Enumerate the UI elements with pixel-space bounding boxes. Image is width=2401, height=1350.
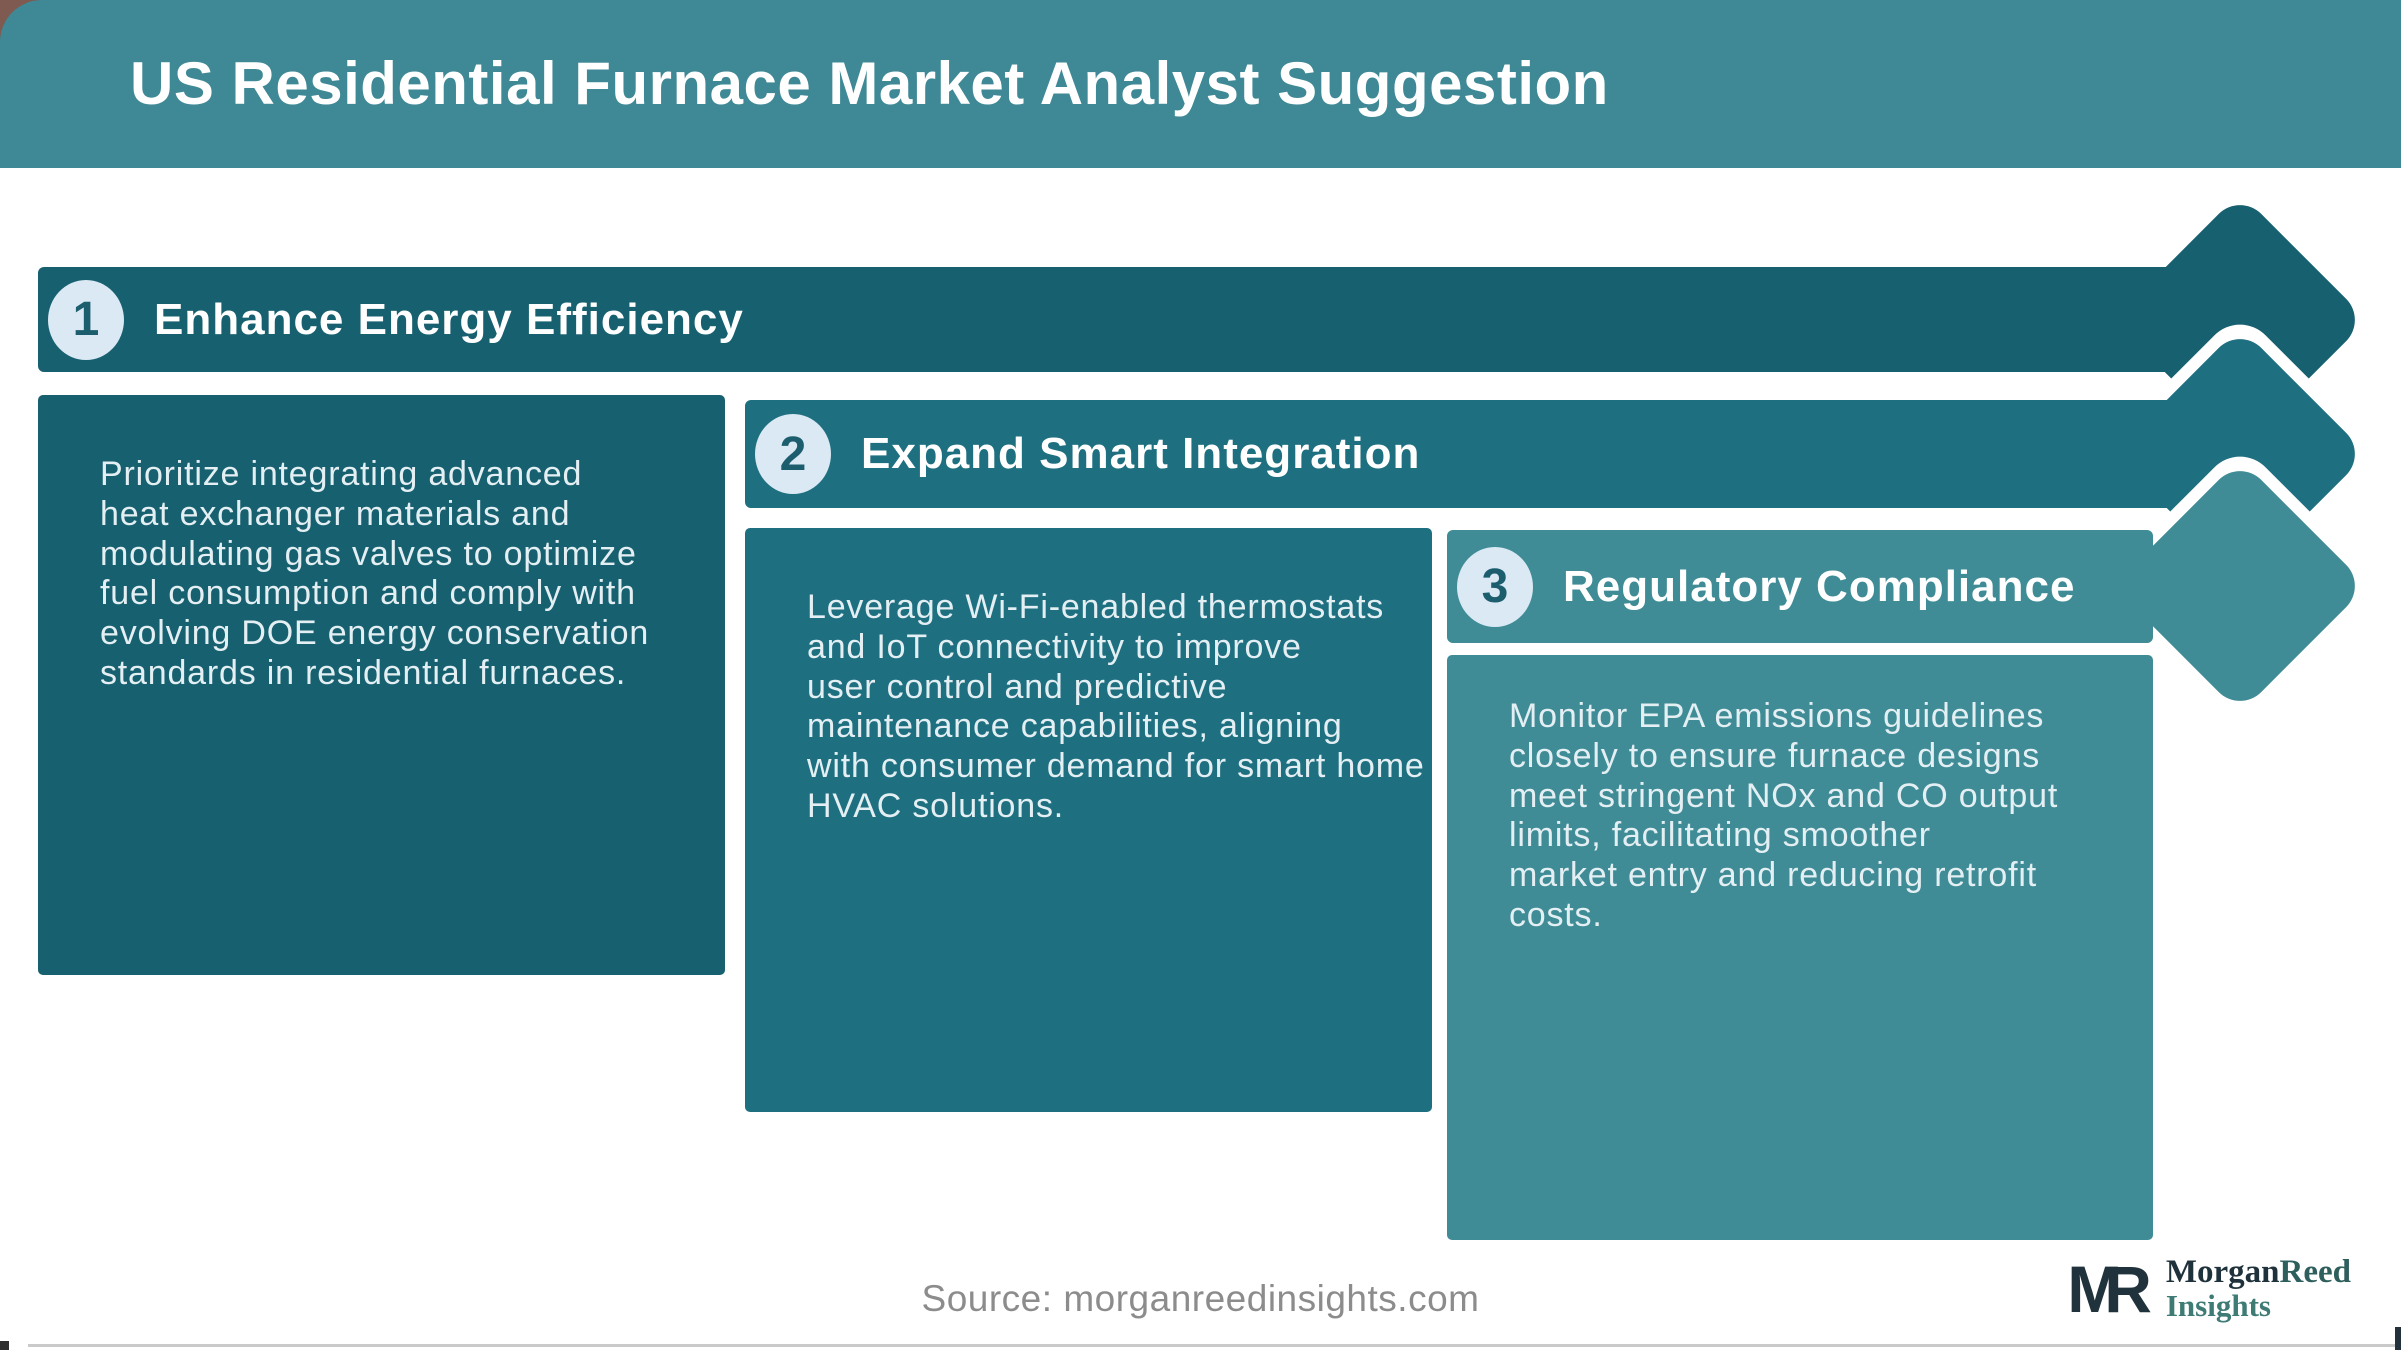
step-description-3: Monitor EPA emissions guidelines closely… [1509, 697, 2059, 934]
brand-name-reed: Reed [2279, 1254, 2351, 1291]
step-number-2: 2 [779, 427, 807, 481]
bottom-left-edge-artifact [0, 1341, 9, 1350]
step-number-badge-1: 1 [48, 279, 124, 360]
step-title-3: Regulatory Compliance [1563, 561, 2076, 611]
step-banner-2: 2 Expand Smart Integration [745, 400, 2246, 508]
step-number-badge-2: 2 [755, 414, 831, 494]
monogram-m: M [2067, 1252, 2123, 1326]
step-description-2: Leverage Wi-Fi-enabled thermostats and I… [807, 588, 1425, 825]
step-banner-3: 3 Regulatory Compliance [1447, 530, 2153, 643]
step-number-1: 1 [72, 293, 100, 346]
step-description-box-2: Leverage Wi-Fi-enabled thermostats and I… [745, 528, 1432, 1112]
monogram-r: R [2104, 1252, 2152, 1326]
step-number-badge-3: 3 [1457, 546, 1533, 627]
step-description-box-1: Prioritize integrating advanced heat exc… [38, 395, 725, 975]
step-number-3: 3 [1481, 560, 1509, 613]
step-title-1: Enhance Energy Efficiency [154, 294, 744, 344]
step-description-box-3: Monitor EPA emissions guidelines closely… [1447, 655, 2153, 1240]
step-description-1: Prioritize integrating advanced heat exc… [100, 455, 650, 692]
brand-subtitle: Insights [2165, 1288, 2271, 1324]
brand-name: MorganReed [2166, 1256, 2351, 1290]
brand-logo: MR MorganReed Insights [2067, 1256, 2351, 1322]
bottom-divider [28, 1344, 2395, 1347]
header: US Residential Furnace Market Analyst Su… [0, 0, 2401, 168]
brand-name-morgan: Morgan [2165, 1254, 2280, 1291]
brand-monogram: MR [2067, 1256, 2152, 1322]
page-title: US Residential Furnace Market Analyst Su… [130, 50, 1609, 117]
bottom-right-edge-artifact [2395, 1327, 2401, 1350]
source-text: Source: morganreedinsights.com [921, 1278, 1480, 1319]
step-banner-1: 1 Enhance Energy Efficiency [38, 267, 2246, 372]
step-title-2: Expand Smart Integration [861, 429, 1421, 478]
brand-wordmark: MorganReed Insights [2165, 1256, 2351, 1324]
